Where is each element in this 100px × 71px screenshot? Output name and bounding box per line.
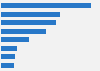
- Bar: [1, 46, 17, 51]
- Bar: [1, 20, 56, 25]
- Bar: [1, 63, 14, 68]
- Bar: [1, 3, 91, 8]
- Bar: [1, 37, 29, 42]
- Bar: [1, 29, 46, 34]
- Bar: [1, 54, 15, 59]
- Bar: [1, 12, 60, 17]
